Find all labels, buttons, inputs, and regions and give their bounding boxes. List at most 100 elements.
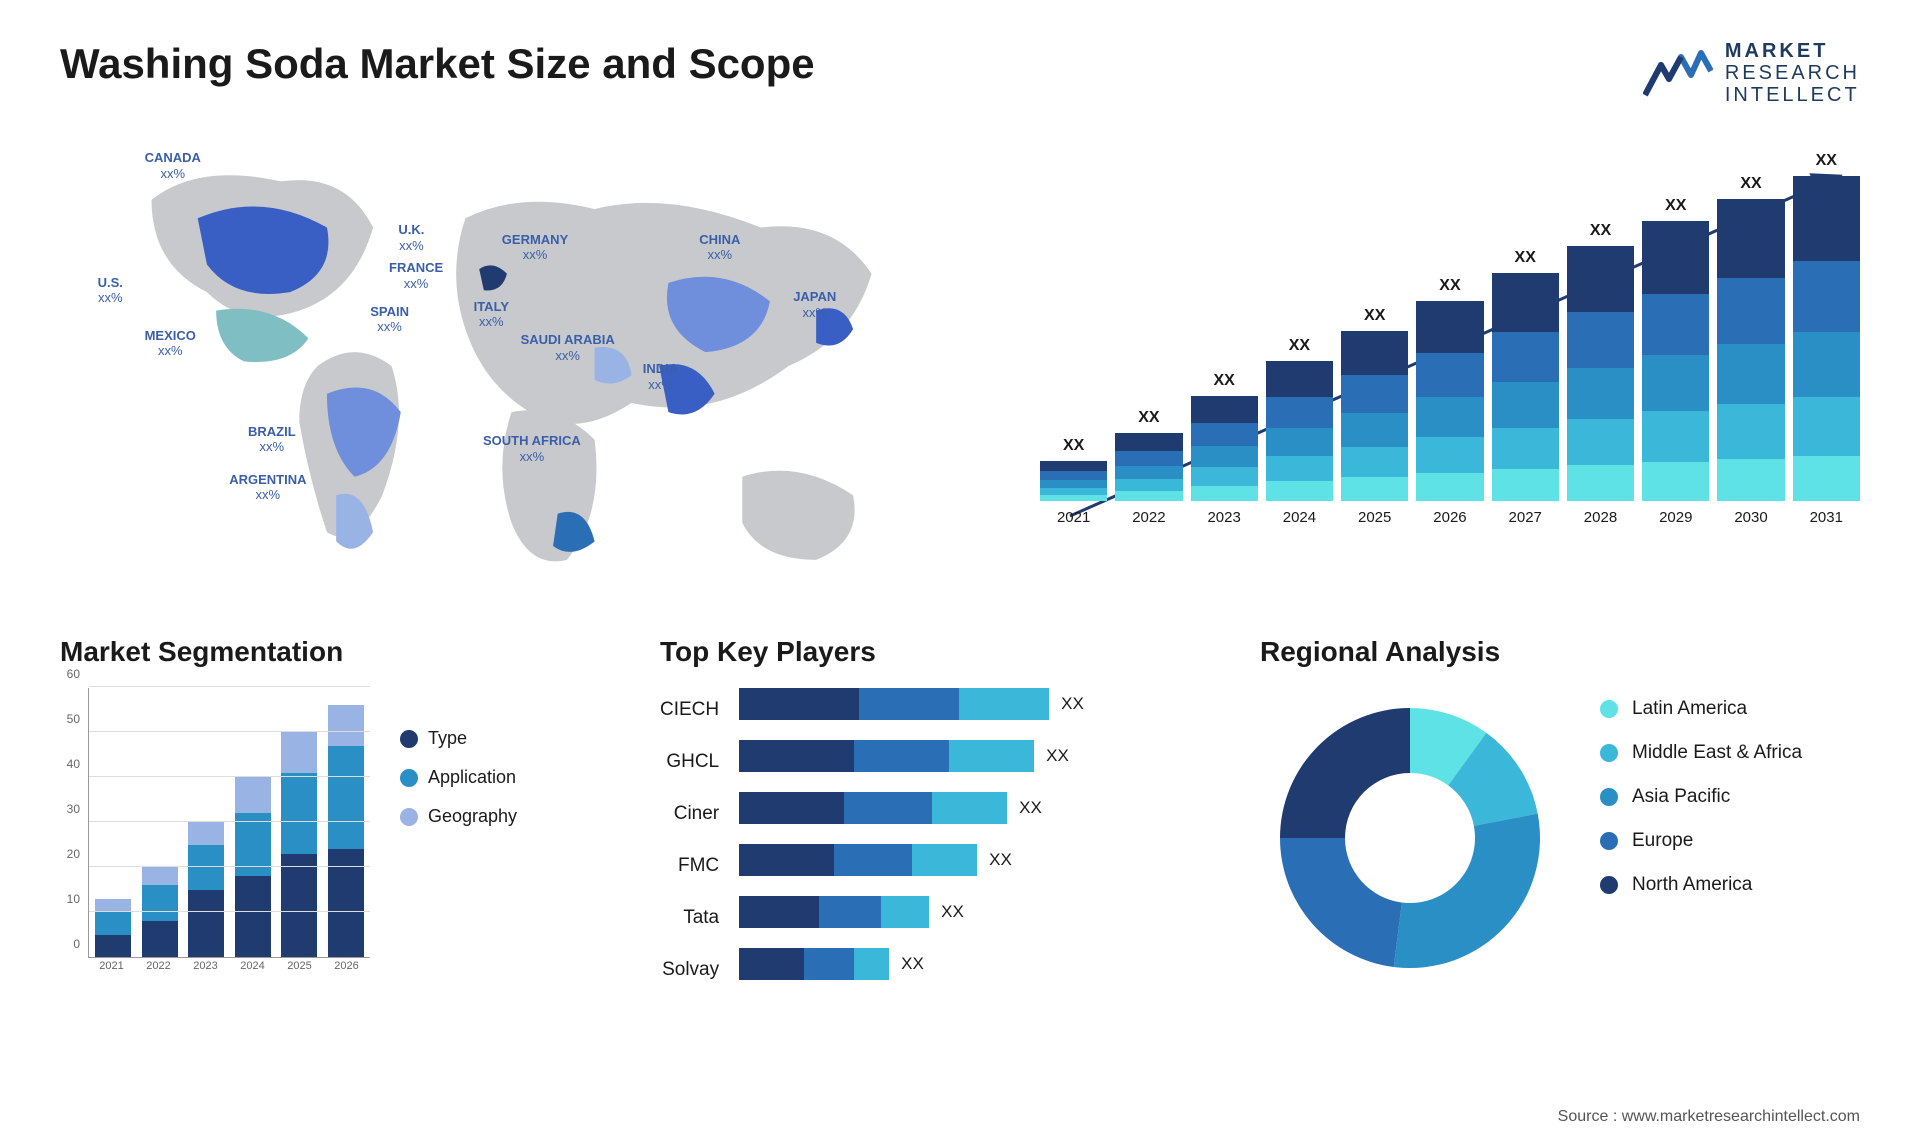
seg-gridline <box>89 731 370 732</box>
map-label: SAUDI ARABIAxx% <box>521 332 615 363</box>
growth-value-label: XX <box>1515 249 1536 267</box>
player-bar-segment <box>739 792 844 824</box>
seg-bar-segment <box>235 777 271 813</box>
map-label: INDIAxx% <box>643 361 678 392</box>
legend-swatch <box>400 730 418 748</box>
players-panel: Top Key Players CIECHGHCLCinerFMCTataSol… <box>660 636 1220 1076</box>
map-label: U.K.xx% <box>398 222 424 253</box>
seg-gridline <box>89 776 370 777</box>
seg-bar-segment <box>328 705 364 746</box>
segmentation-chart: 0102030405060 202120222023202420252026 <box>60 688 370 988</box>
region-donut <box>1260 688 1560 988</box>
player-row: XX <box>739 844 1220 876</box>
logo-line-2: RESEARCH <box>1725 62 1860 84</box>
seg-xtick: 2025 <box>287 960 311 988</box>
players-bars: XXXXXXXXXXXX <box>739 688 1220 986</box>
region-legend-item: Latin America <box>1600 698 1802 720</box>
top-row: CANADAxx%U.S.xx%MEXICOxx%BRAZILxx%ARGENT… <box>60 126 1860 606</box>
growth-bar <box>1266 361 1333 501</box>
source-label: Source : www.marketresearchintellect.com <box>1558 1108 1860 1126</box>
map-label: JAPANxx% <box>793 289 836 320</box>
region-legend-item: North America <box>1600 874 1802 896</box>
seg-bar-segment <box>281 854 317 958</box>
seg-bar-segment <box>142 921 178 957</box>
legend-swatch <box>1600 876 1618 894</box>
legend-label: Asia Pacific <box>1632 786 1730 808</box>
seg-bar <box>95 899 131 958</box>
growth-year-label: 2023 <box>1207 509 1240 526</box>
logo-icon <box>1643 45 1713 101</box>
growth-value-label: XX <box>1213 372 1234 390</box>
growth-year-label: 2024 <box>1283 509 1316 526</box>
growth-value-label: XX <box>1364 307 1385 325</box>
player-bar-segment <box>819 896 881 928</box>
legend-label: Geography <box>428 806 517 827</box>
seg-xtick: 2022 <box>146 960 170 988</box>
growth-bar-segment <box>1642 294 1709 356</box>
seg-gridline <box>89 866 370 867</box>
growth-bar-segment <box>1793 176 1860 261</box>
growth-bar-segment <box>1191 467 1258 486</box>
donut-slice <box>1280 838 1402 967</box>
map-label: CHINAxx% <box>699 232 740 263</box>
seg-ytick: 0 <box>73 937 80 951</box>
growth-bar-segment <box>1642 411 1709 461</box>
donut-slice <box>1394 814 1540 968</box>
growth-bar-segment <box>1416 397 1483 437</box>
growth-bar <box>1642 221 1709 501</box>
player-bar-segment <box>881 896 929 928</box>
growth-bar-segment <box>1191 423 1258 446</box>
bottom-row: Market Segmentation 0102030405060 202120… <box>60 636 1860 1076</box>
growth-bar-segment <box>1040 488 1107 495</box>
growth-year-label: 2027 <box>1509 509 1542 526</box>
seg-gridline <box>89 686 370 687</box>
growth-bar-segment <box>1115 433 1182 451</box>
seg-bar-segment <box>95 935 131 958</box>
region-legend: Latin America Middle East & Africa Asia Pa… <box>1600 688 1802 896</box>
growth-bar-segment <box>1040 480 1107 488</box>
map-label: GERMANYxx% <box>502 232 568 263</box>
legend-label: Europe <box>1632 830 1693 852</box>
player-bar-segment <box>854 948 889 980</box>
growth-bar <box>1717 199 1784 501</box>
growth-bar-segment <box>1191 446 1258 467</box>
seg-bar-segment <box>188 845 224 890</box>
world-map-panel: CANADAxx%U.S.xx%MEXICOxx%BRAZILxx%ARGENT… <box>60 126 1000 606</box>
seg-bar-segment <box>281 732 317 773</box>
player-name: CIECH <box>660 694 719 726</box>
seg-legend-item: Type <box>400 728 517 749</box>
players-labels: CIECHGHCLCinerFMCTataSolvay <box>660 688 719 986</box>
players-title: Top Key Players <box>660 636 1220 668</box>
growth-bar-segment <box>1341 375 1408 412</box>
player-name: FMC <box>678 850 719 882</box>
growth-year-label: 2028 <box>1584 509 1617 526</box>
seg-bar-segment <box>188 822 224 845</box>
growth-bar-segment <box>1416 301 1483 353</box>
region-legend-item: Middle East & Africa <box>1600 742 1802 764</box>
seg-ytick: 60 <box>67 667 80 681</box>
growth-bar-segment <box>1266 397 1333 428</box>
growth-bar-segment <box>1266 481 1333 501</box>
growth-bar-segment <box>1416 353 1483 397</box>
seg-ytick: 30 <box>67 802 80 816</box>
seg-ytick: 50 <box>67 712 80 726</box>
growth-bar-segment <box>1115 466 1182 480</box>
growth-bar <box>1341 331 1408 501</box>
growth-bar-segment <box>1341 331 1408 375</box>
growth-column: XX2031 <box>1793 152 1860 526</box>
player-bar-segment <box>912 844 977 876</box>
seg-xtick: 2023 <box>193 960 217 988</box>
legend-label: Type <box>428 728 467 749</box>
growth-year-label: 2022 <box>1132 509 1165 526</box>
player-row: XX <box>739 948 1220 980</box>
region-legend-item: Asia Pacific <box>1600 786 1802 808</box>
seg-bar-segment <box>95 912 131 935</box>
growth-bar <box>1793 176 1860 501</box>
player-bar-segment <box>739 688 859 720</box>
growth-value-label: XX <box>1816 152 1837 170</box>
growth-bar-segment <box>1341 477 1408 501</box>
player-bar <box>739 740 1034 772</box>
page-title: Washing Soda Market Size and Scope <box>60 40 815 88</box>
player-value-label: XX <box>1061 694 1084 714</box>
growth-bar-segment <box>1793 332 1860 397</box>
